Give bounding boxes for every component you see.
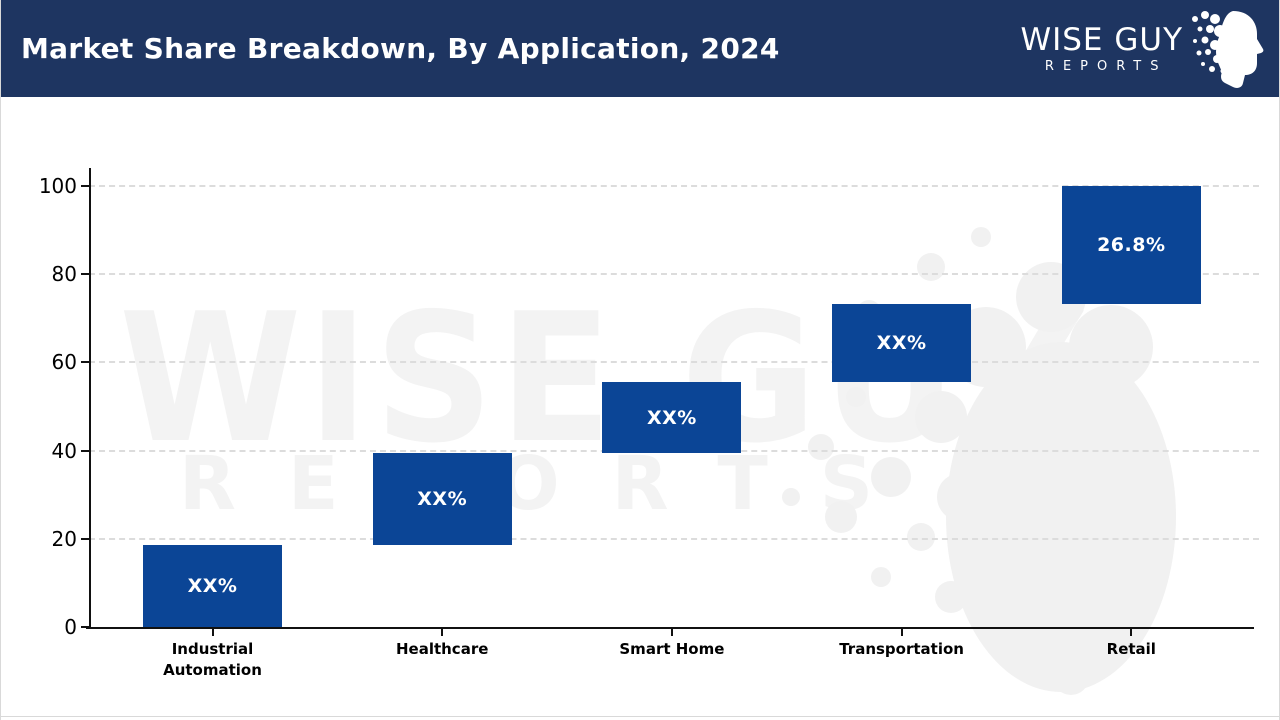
category-label-line: Automation: [163, 660, 262, 679]
bar-value-label: XX%: [876, 332, 927, 355]
x-axis-line: [86, 627, 1254, 629]
header-bar: Market Share Breakdown, By Application, …: [1, 0, 1279, 97]
x-tick-mark: [670, 628, 673, 636]
logo-tagline: REPORTS: [1044, 58, 1168, 74]
y-axis-line: [89, 168, 91, 629]
wise-guy-logo: WISE GUY REPORTS: [1020, 7, 1265, 91]
bar-value-label: XX%: [417, 487, 468, 510]
category-label: Transportation: [839, 639, 964, 660]
logo-name: WISE GUY: [1020, 21, 1183, 58]
y-gridline: [89, 185, 1259, 187]
chart-area: WISE GUY REPORTS: [1, 97, 1279, 720]
y-gridline: [89, 537, 1259, 540]
category-label-line: Industrial: [171, 640, 254, 658]
category-label-line: Transportation: [839, 640, 964, 658]
category-label-line: Healthcare: [395, 640, 489, 658]
page-title: Market Share Breakdown, By Application, …: [21, 32, 780, 65]
bar-value-label: 26.8%: [1097, 234, 1166, 257]
y-tick-mark: [81, 185, 89, 187]
category-label: Industrial Automation: [163, 639, 262, 680]
bar-smart-home: [602, 382, 742, 453]
category-label: Retail: [1107, 639, 1156, 660]
y-tick-label: 20: [51, 526, 77, 551]
category-label: Healthcare: [396, 639, 488, 660]
x-tick-mark: [441, 628, 444, 636]
bottom-divider: [1, 716, 1279, 717]
y-tick-label: 60: [51, 350, 77, 375]
bar-healthcare: [372, 452, 512, 545]
x-tick-mark: [211, 628, 214, 636]
category-label-line: Smart Home: [619, 640, 725, 658]
y-gridline: [89, 273, 1259, 276]
y-tick-mark: [81, 537, 89, 540]
bar-industrial-automation: [143, 544, 282, 627]
bar-value-label: XX%: [646, 406, 697, 429]
logo-text: WISE GUY REPORTS: [1020, 21, 1183, 74]
plot-layer: 0 20 40 60 80 100 XX% Industrial Automation XX% He…: [1, 97, 1279, 720]
y-tick-label: 40: [51, 438, 77, 463]
category-label-line: Retail: [1106, 640, 1156, 658]
y-tick-mark: [81, 273, 89, 276]
y-gridline: [89, 361, 1259, 364]
face-profile-icon: [1192, 10, 1264, 88]
y-tick-label: 80: [51, 262, 77, 287]
y-tick-label: 0: [64, 615, 77, 639]
category-label: Smart Home: [619, 639, 724, 660]
x-tick-mark: [900, 628, 903, 636]
y-tick-label: 100: [38, 174, 77, 198]
x-tick-mark: [1130, 628, 1133, 636]
y-tick-mark: [81, 626, 89, 628]
y-tick-mark: [81, 361, 89, 364]
y-tick-mark: [81, 449, 89, 452]
bar-value-label: XX%: [187, 574, 238, 597]
